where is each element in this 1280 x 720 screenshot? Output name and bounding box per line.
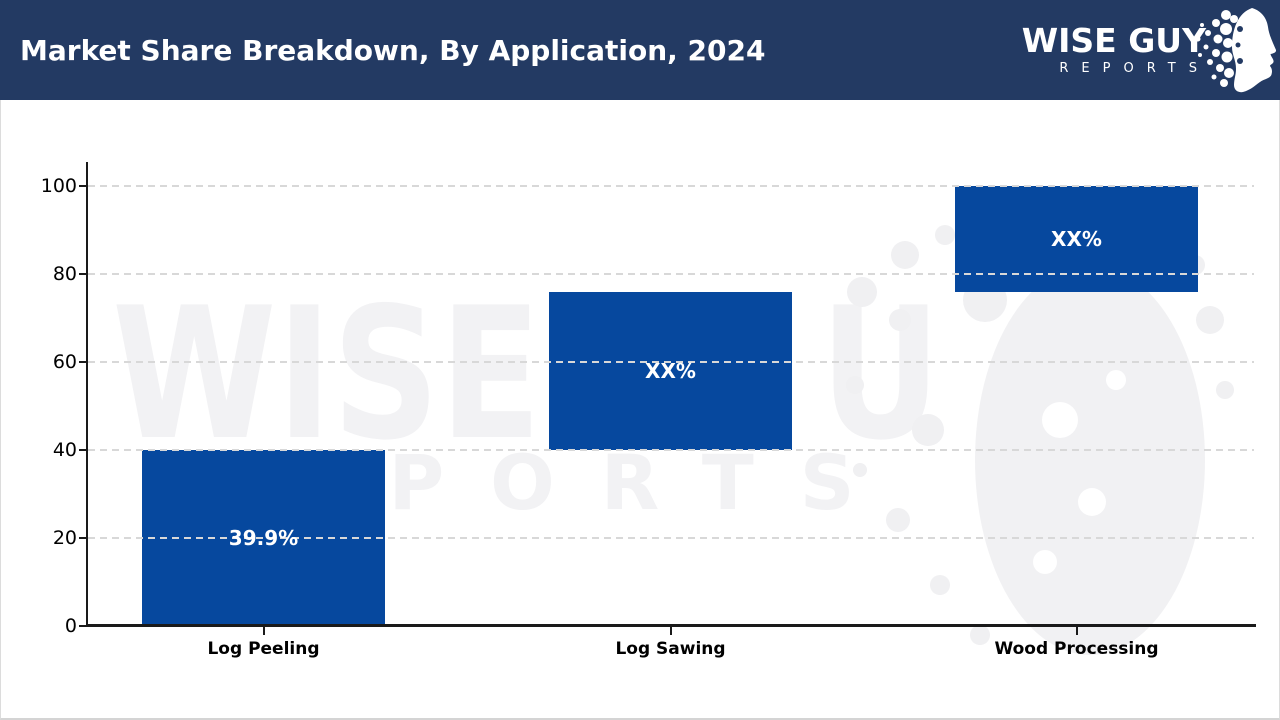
- bar-value-label: 39.9%: [228, 526, 299, 551]
- wiseguy-logo: WISE GUY REPORTS: [1020, 0, 1280, 100]
- y-tick-label: 100: [40, 175, 77, 197]
- y-axis-spine: [86, 162, 88, 627]
- y-gridline: [88, 273, 1254, 275]
- y-gridline: [88, 185, 1254, 187]
- x-tick-mark: [1075, 627, 1078, 635]
- category-label-log-sawing: Log Sawing: [615, 639, 726, 659]
- header-bar: Market Share Breakdown, By Application, …: [0, 0, 1280, 100]
- y-tick-mark: [79, 273, 88, 275]
- y-tick-label: 20: [52, 527, 77, 549]
- logo-face-icon: [1195, 8, 1277, 93]
- y-tick-label: 60: [52, 351, 77, 373]
- x-tick-mark: [262, 627, 265, 635]
- y-tick-mark: [79, 449, 88, 451]
- bar-value-label: XX%: [1051, 226, 1102, 251]
- category-label-wood-processing: Wood Processing: [994, 639, 1159, 659]
- y-gridline: [88, 449, 1254, 451]
- bar-value-label: XX%: [645, 359, 696, 384]
- category-label-log-peeling: Log Peeling: [207, 639, 320, 659]
- watermark-wise: WISE: [112, 268, 542, 480]
- y-tick-label: 40: [52, 439, 77, 461]
- x-axis-spine: [86, 624, 1256, 627]
- y-gridline: [88, 537, 1254, 539]
- y-tick-mark: [79, 185, 88, 187]
- y-tick-label: 80: [52, 263, 77, 285]
- bar-log-sawing: [549, 291, 792, 451]
- y-tick-mark: [79, 361, 88, 363]
- y-gridline: [88, 361, 1254, 363]
- page-title: Market Share Breakdown, By Application, …: [20, 33, 766, 67]
- logo-subtitle: REPORTS: [1059, 61, 1210, 76]
- logo-wordmark: WISE GUY: [1021, 21, 1206, 60]
- y-tick-mark: [79, 537, 88, 539]
- y-tick-label: 0: [64, 615, 77, 637]
- x-tick-mark: [669, 627, 672, 635]
- y-tick-mark: [79, 625, 88, 627]
